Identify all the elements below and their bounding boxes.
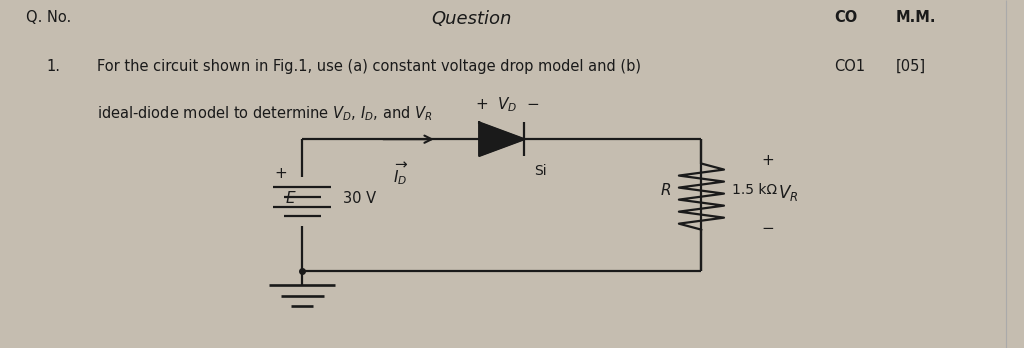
Text: $V_R$: $V_R$	[778, 183, 799, 203]
Text: CO: CO	[835, 10, 858, 25]
Text: For the circuit shown in Fig.1, use (a) constant voltage drop model and (b): For the circuit shown in Fig.1, use (a) …	[97, 59, 641, 74]
Text: $E$: $E$	[286, 190, 297, 206]
Text: $-$: $-$	[762, 219, 774, 234]
Text: Q. No.: Q. No.	[26, 10, 71, 25]
Text: 1.5 kΩ: 1.5 kΩ	[732, 183, 777, 197]
Text: ideal-diode model to determine $V_D$, $I_D$, and $V_R$: ideal-diode model to determine $V_D$, $I…	[97, 104, 433, 123]
Text: 1.: 1.	[46, 59, 60, 74]
Text: 30 V: 30 V	[343, 191, 376, 206]
Text: +: +	[274, 166, 287, 181]
Text: $\overrightarrow{I_D}$: $\overrightarrow{I_D}$	[393, 160, 409, 188]
Text: $R$: $R$	[659, 182, 671, 198]
Text: Si: Si	[535, 164, 547, 177]
Text: $+$  $V_D$  $-$: $+$ $V_D$ $-$	[475, 95, 539, 114]
Text: M.M.: M.M.	[896, 10, 937, 25]
Text: CO1: CO1	[835, 59, 865, 74]
Text: Question: Question	[431, 10, 511, 29]
Text: [05]: [05]	[896, 59, 926, 74]
Polygon shape	[479, 122, 524, 156]
Text: +: +	[762, 152, 774, 168]
